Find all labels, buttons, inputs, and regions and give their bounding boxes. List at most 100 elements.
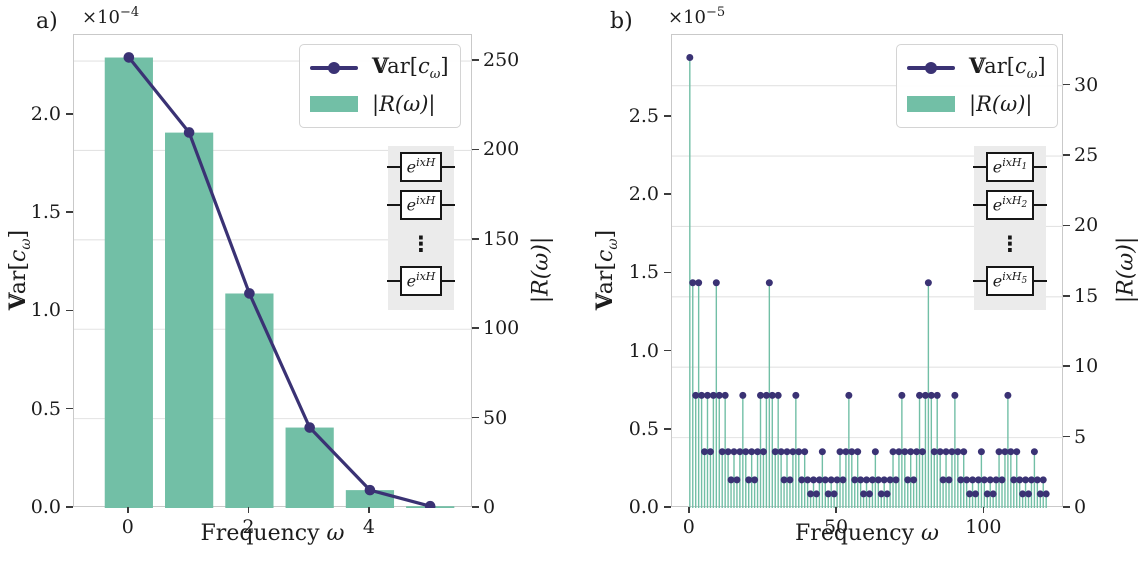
tick-mark	[1063, 83, 1070, 86]
offset-exp: −5	[706, 5, 726, 20]
circuit-gate-row: eixH	[372, 148, 470, 186]
vertical-dots: ⋮	[410, 230, 432, 256]
circuit-gate-row: eixH2	[958, 186, 1062, 224]
chart-canvas-b	[672, 54, 1064, 508]
qubit-wire	[1034, 280, 1048, 282]
tick-mark	[66, 407, 73, 410]
tick-mark	[66, 309, 73, 312]
variance-markers	[686, 54, 1050, 498]
y-tick-label-right: 0	[483, 496, 496, 518]
offset-base: ×10	[82, 7, 120, 28]
legend-item-R: |R(ω)|	[310, 86, 452, 122]
gate-exponent: ixH	[416, 193, 436, 207]
vertical-dots: ⋮	[999, 230, 1021, 256]
gate-box: eixH1	[985, 151, 1035, 183]
y-tick-label-right: 50	[483, 406, 508, 429]
qubit-wire	[972, 204, 986, 206]
qubit-wire	[1034, 166, 1048, 168]
y-tick-label-left: 0.0	[628, 496, 659, 518]
qubit-wire	[442, 280, 456, 282]
y-tick-label-right: 5	[1074, 425, 1087, 448]
gate-subscript: 2	[1021, 200, 1028, 211]
gate-exponent: ixH	[416, 269, 436, 283]
line-marker-swatch	[907, 62, 955, 74]
x-tick-label: 2	[242, 516, 255, 538]
gate-base: e	[406, 157, 417, 177]
tick-mark	[1063, 435, 1070, 438]
bar-swatch	[907, 96, 955, 112]
bar-swatch	[310, 96, 358, 112]
legend-label-R: |R(ω)|	[969, 92, 1033, 116]
x-tick-label: 4	[362, 516, 375, 538]
y-tick-label-left: 0.5	[628, 417, 659, 440]
gate-subscript: 1	[1021, 162, 1028, 173]
circuit-inset-b: eixH1 eixH2 ⋮ eixH5	[958, 148, 1062, 300]
tick-mark	[472, 148, 479, 151]
line-marker-swatch	[310, 62, 358, 74]
axis-offset-b: ×10−5	[668, 5, 725, 28]
gate-subscript: 5	[1021, 276, 1028, 287]
gate-box: eixH	[399, 151, 443, 183]
tick-mark	[472, 327, 479, 329]
tick-mark	[472, 416, 479, 419]
gate-box: eixH	[399, 189, 443, 221]
tick-mark	[688, 507, 690, 513]
x-tick-label: 50	[823, 516, 849, 538]
qubit-wire	[972, 280, 986, 282]
y-tick-label-left: 1.0	[628, 339, 659, 362]
gate-base: e	[992, 271, 1003, 291]
y-tick-label-right: 150	[483, 227, 520, 250]
y-tick-label-right: 15	[1074, 284, 1099, 307]
legend-item-variance: Var[cω]	[310, 50, 452, 86]
gate-base: e	[992, 157, 1003, 177]
x-tick-label: 0	[682, 516, 695, 538]
marker-dot-icon	[328, 62, 340, 74]
y-axis-label-left-a: Var[cω]	[6, 230, 34, 310]
gate-box: eixH2	[985, 189, 1035, 221]
offset-exp: −4	[120, 5, 140, 20]
y-tick-label-right: 200	[483, 138, 520, 161]
qubit-wire	[386, 166, 400, 168]
x-axis-label-b: Frequency ω	[795, 521, 939, 546]
legend-a: Var[cω] |R(ω)|	[299, 44, 461, 128]
circuit-gate-row: eixH	[372, 262, 470, 300]
x-tick-label: 0	[121, 516, 134, 538]
y-tick-label-left: 2.5	[628, 104, 659, 127]
gate-exponent: ixH	[1002, 193, 1022, 207]
gate-base: e	[992, 195, 1003, 215]
tick-mark	[472, 506, 479, 508]
y-tick-label-left: 0.0	[30, 496, 61, 518]
gate-box: eixH	[399, 265, 443, 297]
gate-base: e	[406, 195, 417, 215]
tick-mark	[1063, 224, 1070, 227]
tick-mark	[664, 271, 671, 274]
y-tick-label-left: 1.5	[628, 261, 659, 284]
qubit-wire	[386, 280, 400, 282]
y-tick-label-right: 30	[1074, 73, 1099, 96]
tick-mark	[1063, 365, 1070, 367]
y-tick-label-right: 10	[1074, 355, 1099, 378]
legend-label-variance: Var[cω]	[372, 54, 449, 82]
tick-mark	[66, 211, 73, 213]
tick-mark	[66, 113, 73, 115]
legend-label-R: |R(ω)|	[372, 92, 436, 116]
y-tick-label-left: 2.0	[30, 102, 61, 125]
y-tick-label-left: 0.5	[30, 397, 61, 420]
gate-exponent: ixH	[416, 155, 436, 169]
y-tick-label-left: 2.0	[628, 183, 659, 206]
tick-mark	[1063, 295, 1070, 297]
axis-offset-a: ×10−4	[82, 5, 139, 28]
y-tick-label-left: 1.5	[30, 201, 61, 224]
tick-mark	[247, 507, 250, 513]
variance-markers	[123, 52, 436, 508]
variance-line	[127, 55, 432, 508]
tick-mark	[472, 238, 479, 240]
tick-mark	[1063, 154, 1070, 156]
qubit-wire	[386, 204, 400, 206]
y-tick-label-right: 100	[483, 317, 520, 340]
marker-dot-icon	[925, 62, 937, 74]
circuit-gate-row: eixH	[372, 186, 470, 224]
tick-mark	[664, 428, 671, 430]
tick-mark	[664, 349, 671, 352]
